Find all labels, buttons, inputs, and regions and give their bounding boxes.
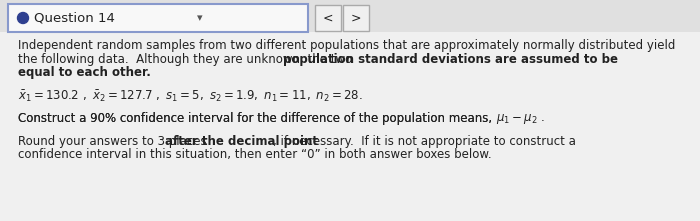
Text: Construct a 90% confidence interval for the difference of the population means,: Construct a 90% confidence interval for … (18, 112, 496, 125)
Text: Question 14: Question 14 (34, 11, 115, 25)
Bar (0, 32, 700, 221)
Text: Round your answers to 3 places: Round your answers to 3 places (18, 135, 211, 148)
Text: equal to each other.: equal to each other. (18, 66, 151, 79)
Text: population standard deviations are assumed to be: population standard deviations are assum… (283, 53, 618, 65)
Text: confidence interval in this situation, then enter “0” in both answer boxes below: confidence interval in this situation, t… (18, 148, 491, 161)
Text: the following data.  Although they are unknown, the two: the following data. Although they are un… (18, 53, 356, 65)
FancyBboxPatch shape (343, 5, 369, 31)
Text: , if necessary.  If it is not appropriate to construct a: , if necessary. If it is not appropriate… (274, 135, 576, 148)
Text: after the decimal point: after the decimal point (164, 135, 318, 148)
FancyBboxPatch shape (315, 5, 341, 31)
Text: ▾: ▾ (197, 13, 203, 23)
Text: <: < (323, 11, 333, 25)
Circle shape (18, 13, 29, 23)
Text: $\mu_1 - \mu_2$ .: $\mu_1 - \mu_2$ . (496, 112, 545, 126)
Bar (0, 0, 700, 34)
Text: $\bar{x}_1 = 130.2\ ,\ \bar{x}_2 = 127.7\ ,\ s_1 = 5,\ s_2 = 1.9,\ n_1 = 11,\ n_: $\bar{x}_1 = 130.2\ ,\ \bar{x}_2 = 127.7… (18, 89, 363, 105)
Text: Construct a 90% confidence interval for the difference of the population means,: Construct a 90% confidence interval for … (18, 112, 496, 125)
FancyBboxPatch shape (8, 4, 308, 32)
Text: Independent random samples from two different populations that are approximately: Independent random samples from two diff… (18, 39, 676, 52)
Text: >: > (351, 11, 361, 25)
